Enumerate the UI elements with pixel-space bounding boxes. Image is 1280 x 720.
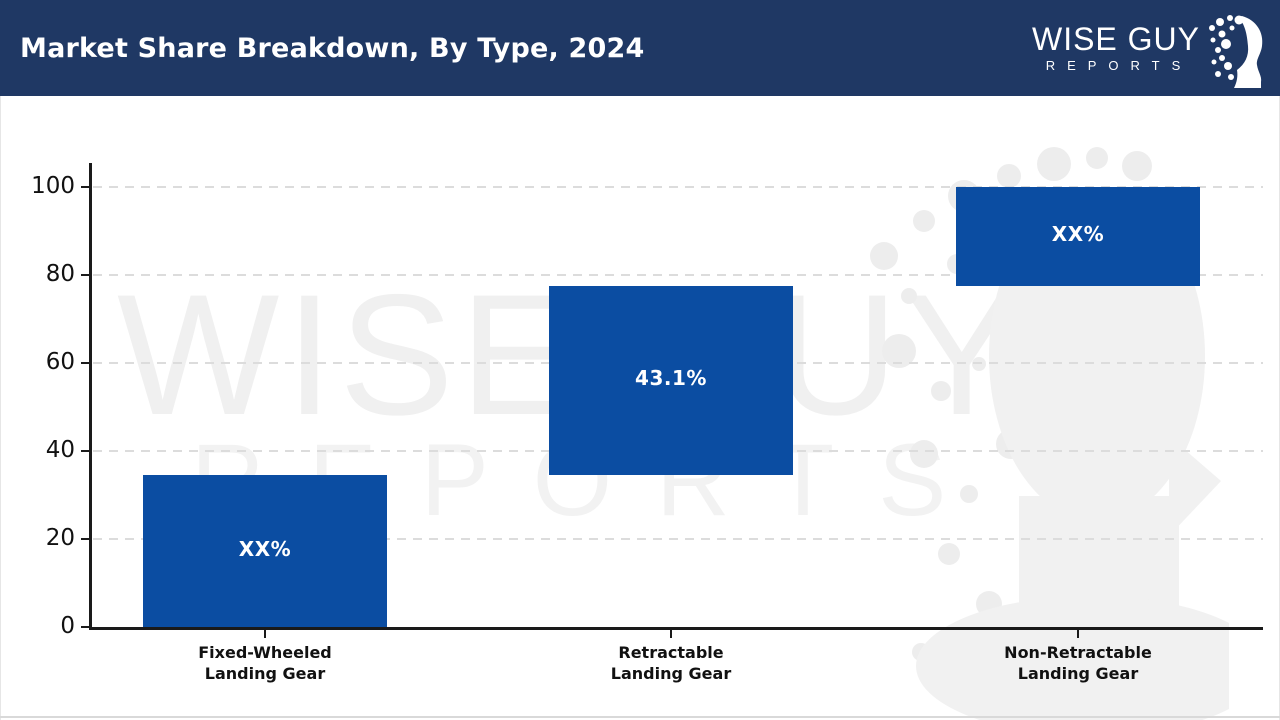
y-tick-label-40: 40	[45, 437, 75, 463]
y-tick-mark-20	[81, 538, 90, 540]
category-label-2: Retractable Landing Gear	[610, 643, 732, 683]
brand-logo: WISE GUY REPORTS	[1016, 8, 1266, 90]
gridline-20	[93, 538, 1263, 540]
header-bar: Market Share Breakdown, By Type, 2024 WI…	[0, 0, 1280, 96]
y-tick-label-80: 80	[45, 261, 75, 287]
bar-value-label-1: XX%	[238, 537, 292, 562]
x-tick-mark-3	[1077, 629, 1079, 638]
brand-logo-wordmark: WISE GUY	[1031, 21, 1200, 57]
y-tick-label-20: 20	[45, 525, 75, 551]
y-tick-label-100: 100	[31, 173, 75, 199]
bar-value-label-2: 43.1%	[635, 366, 707, 391]
brand-face-icon	[1209, 15, 1263, 88]
y-tick-mark-100	[81, 186, 90, 188]
category-label-1: Fixed-Wheeled Landing Gear	[198, 643, 332, 683]
bar-value-label-3: XX%	[1051, 222, 1105, 247]
bar-segment-2: 43.1%	[549, 285, 793, 476]
x-tick-mark-2	[670, 629, 672, 638]
bar-segment-1: XX%	[143, 475, 387, 627]
y-tick-mark-0	[81, 626, 90, 628]
bar-segment-3: XX%	[956, 187, 1200, 286]
chart-area: WISE GUY REPORTS XX% 43.1% XX%	[0, 96, 1280, 720]
gridline-80	[93, 274, 1263, 276]
y-tick-mark-60	[81, 362, 90, 364]
y-tick-mark-40	[81, 450, 90, 452]
brand-logo-text: WISE GUY REPORTS	[1032, 22, 1200, 73]
brand-logo-subtitle: REPORTS	[1045, 58, 1193, 73]
y-tick-label-60: 60	[45, 349, 75, 375]
page-title: Market Share Breakdown, By Type, 2024	[20, 33, 645, 64]
x-tick-mark-1	[264, 629, 266, 638]
y-tick-mark-80	[81, 274, 90, 276]
y-axis-line	[89, 163, 92, 629]
gridline-100	[93, 186, 1263, 188]
y-tick-label-0: 0	[60, 613, 75, 639]
category-label-3: Non-Retractable Landing Gear	[1004, 643, 1152, 683]
bottom-border	[0, 716, 1280, 718]
x-axis-line	[89, 627, 1263, 630]
